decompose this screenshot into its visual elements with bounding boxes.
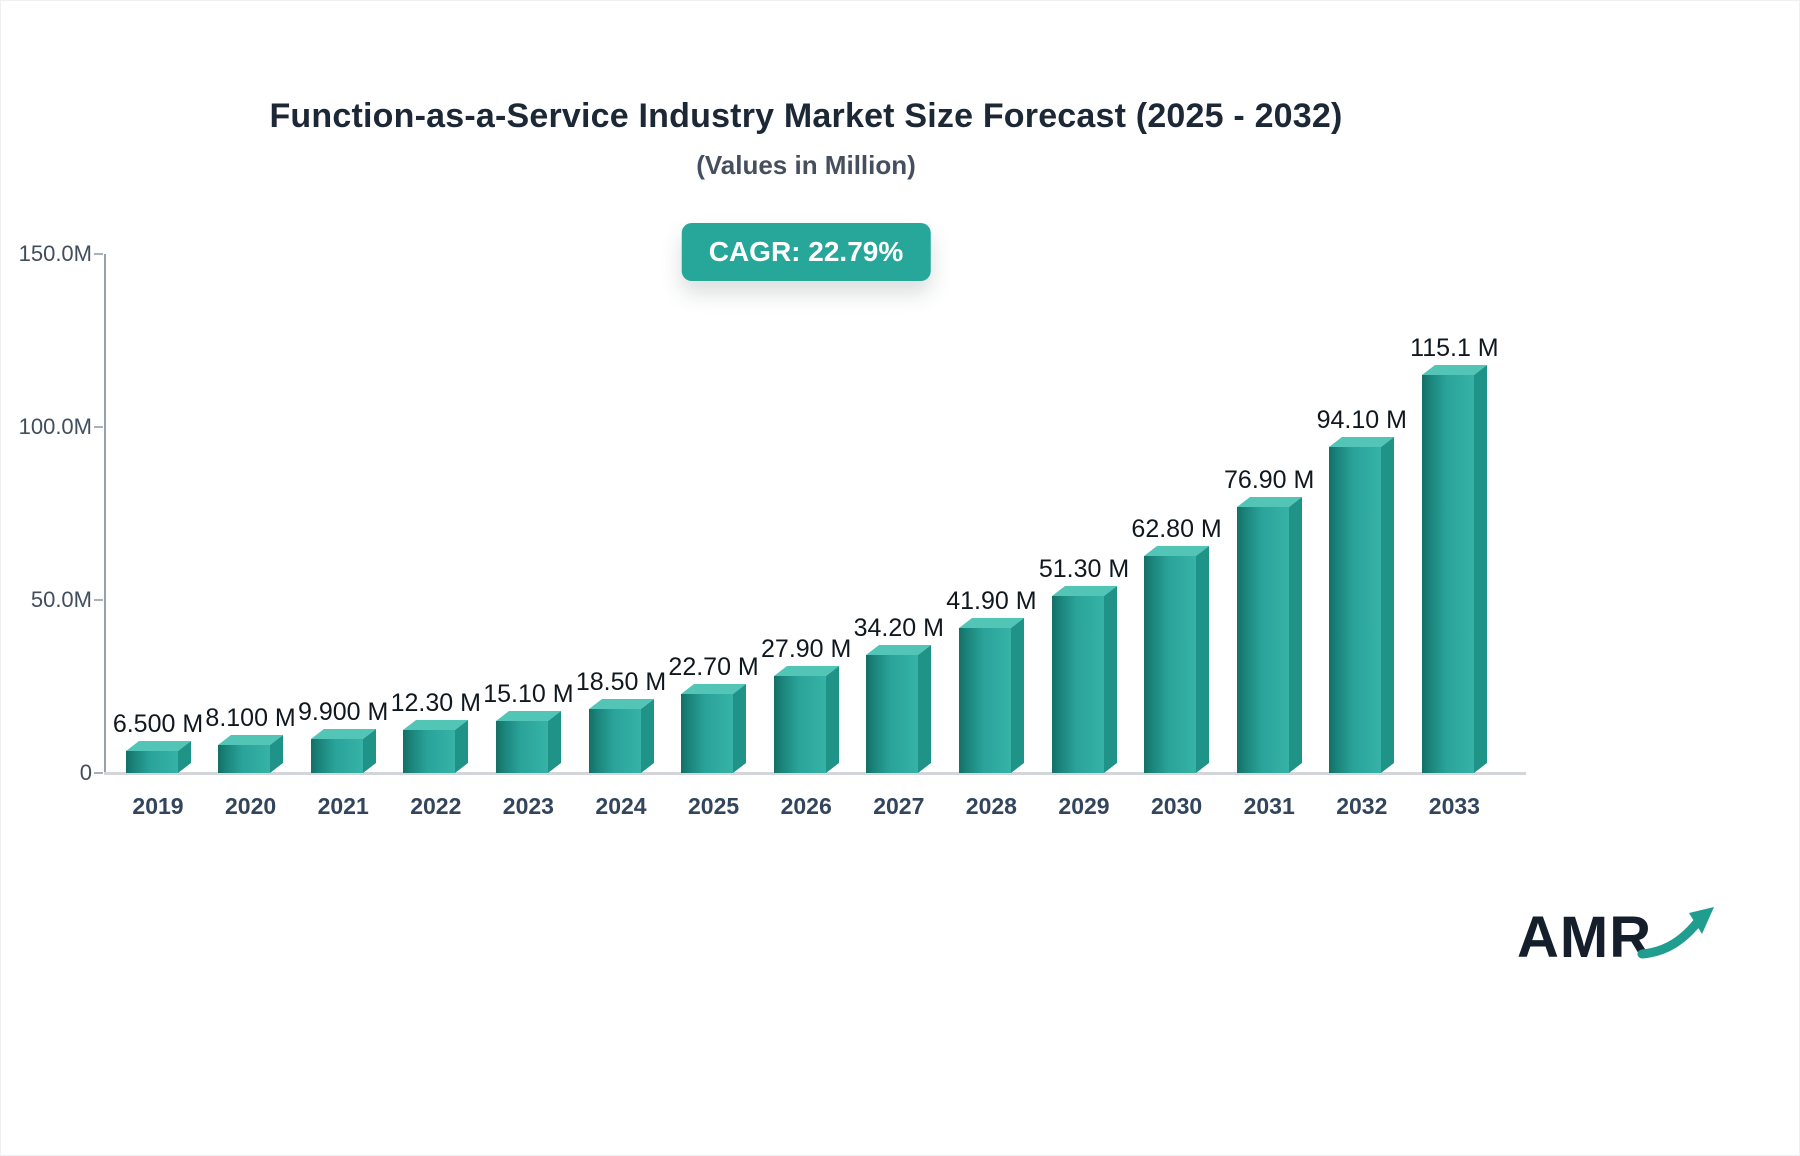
bar-value-label: 15.10 M xyxy=(483,680,574,708)
x-axis-label: 2031 xyxy=(1243,793,1295,819)
bar-2028 xyxy=(958,617,1024,773)
x-axis-label: 2032 xyxy=(1336,793,1388,819)
bar-value-label: 8.100 M xyxy=(205,704,296,732)
bar-2025 xyxy=(681,683,747,773)
bar-side-face xyxy=(455,719,469,773)
bar-front-face xyxy=(1329,447,1382,773)
amr-logo-text: AMR xyxy=(1517,905,1653,970)
bar-2022 xyxy=(403,719,469,773)
x-axis-label: 2023 xyxy=(502,793,554,819)
y-axis-tick xyxy=(94,599,103,601)
bar-front-face xyxy=(218,745,271,773)
bar-2031 xyxy=(1236,496,1302,773)
bar-front-face xyxy=(1051,596,1104,773)
x-axis-label: 2022 xyxy=(410,793,462,819)
bar-front-face xyxy=(1421,375,1474,773)
x-axis-label: 2033 xyxy=(1428,793,1480,819)
y-axis-tick xyxy=(94,772,103,774)
bar-front-face xyxy=(125,751,178,773)
bar-value-label: 51.30 M xyxy=(1038,555,1130,583)
bar-front-face xyxy=(403,730,456,773)
x-axis-label: 2020 xyxy=(225,793,277,819)
bar-front-face xyxy=(1236,507,1289,773)
bar-2020 xyxy=(218,734,284,773)
x-axis-label: 2027 xyxy=(873,793,925,819)
bar-side-face xyxy=(733,683,747,773)
bar-2032 xyxy=(1329,436,1395,773)
bar-front-face xyxy=(866,655,919,773)
bar-side-face xyxy=(1010,617,1024,773)
bar-side-face xyxy=(547,710,561,773)
bar-side-face xyxy=(1103,585,1117,773)
x-axis-label: 2019 xyxy=(132,793,184,819)
bar-value-label: 12.30 M xyxy=(390,689,481,717)
bar-2024 xyxy=(588,698,654,773)
bar-value-label: 94.10 M xyxy=(1316,406,1407,434)
bar-value-label: 22.70 M xyxy=(668,653,759,681)
chart-title: Function-as-a-Service Industry Market Si… xyxy=(269,97,1343,135)
bar-2026 xyxy=(773,665,839,773)
amr-logo-arrow-icon xyxy=(1637,906,1715,958)
bar-2027 xyxy=(866,644,932,773)
bar-2021 xyxy=(310,728,376,773)
bar-front-face xyxy=(958,628,1011,773)
x-axis-line xyxy=(104,772,1526,775)
x-axis-label: 2028 xyxy=(965,793,1017,819)
bar-value-label: 41.90 M xyxy=(946,587,1037,615)
bar-2030 xyxy=(1144,545,1210,773)
bar-front-face xyxy=(681,694,734,773)
y-axis-label: 0 xyxy=(79,760,92,785)
x-axis-label: 2030 xyxy=(1151,793,1203,819)
x-axis-label: 2021 xyxy=(317,793,369,819)
bar-side-face xyxy=(825,665,839,773)
amr-logo: AMR xyxy=(1517,904,1720,971)
bar-front-face xyxy=(495,721,548,773)
x-axis-label: 2024 xyxy=(595,793,647,819)
bar-2019 xyxy=(125,740,191,773)
cagr-badge: CAGR: 22.79% xyxy=(681,223,931,281)
bar-side-face xyxy=(640,698,654,773)
bar-2033 xyxy=(1421,364,1487,773)
y-axis-tick xyxy=(94,253,103,255)
bar-side-face xyxy=(1196,545,1210,773)
bar-front-face xyxy=(310,739,363,773)
x-axis-label: 2026 xyxy=(780,793,832,819)
bar-value-label: 76.90 M xyxy=(1224,466,1315,494)
bar-2029 xyxy=(1051,585,1117,773)
bar-front-face xyxy=(588,709,641,773)
chart-subtitle: (Values in Million) xyxy=(696,150,916,180)
y-axis-tick xyxy=(94,426,103,428)
y-axis-label: 50.0M xyxy=(30,587,92,612)
y-axis-label: 150.0M xyxy=(18,241,92,266)
y-axis-label: 100.0M xyxy=(18,414,92,439)
y-axis-line xyxy=(104,254,106,774)
bar-value-label: 62.80 M xyxy=(1131,515,1222,543)
x-axis-label: 2025 xyxy=(688,793,740,819)
bar-value-label: 34.20 M xyxy=(853,614,944,642)
bar-front-face xyxy=(1144,556,1197,773)
x-axis-label: 2029 xyxy=(1058,793,1110,819)
bar-value-label: 18.50 M xyxy=(575,668,667,696)
chart-header: Function-as-a-Service Industry Market Si… xyxy=(1,1,1611,301)
bar-2023 xyxy=(495,710,561,773)
bar-side-face xyxy=(1381,436,1395,773)
bar-side-face xyxy=(918,644,932,773)
bar-value-label: 9.900 M xyxy=(298,698,389,726)
bar-value-label: 27.90 M xyxy=(761,635,852,663)
bar-value-label: 6.500 M xyxy=(112,710,204,738)
bar-value-label: 115.1 M xyxy=(1410,334,1499,362)
bar-side-face xyxy=(1473,364,1487,773)
bar-side-face xyxy=(1288,496,1302,773)
bar-front-face xyxy=(773,676,826,773)
